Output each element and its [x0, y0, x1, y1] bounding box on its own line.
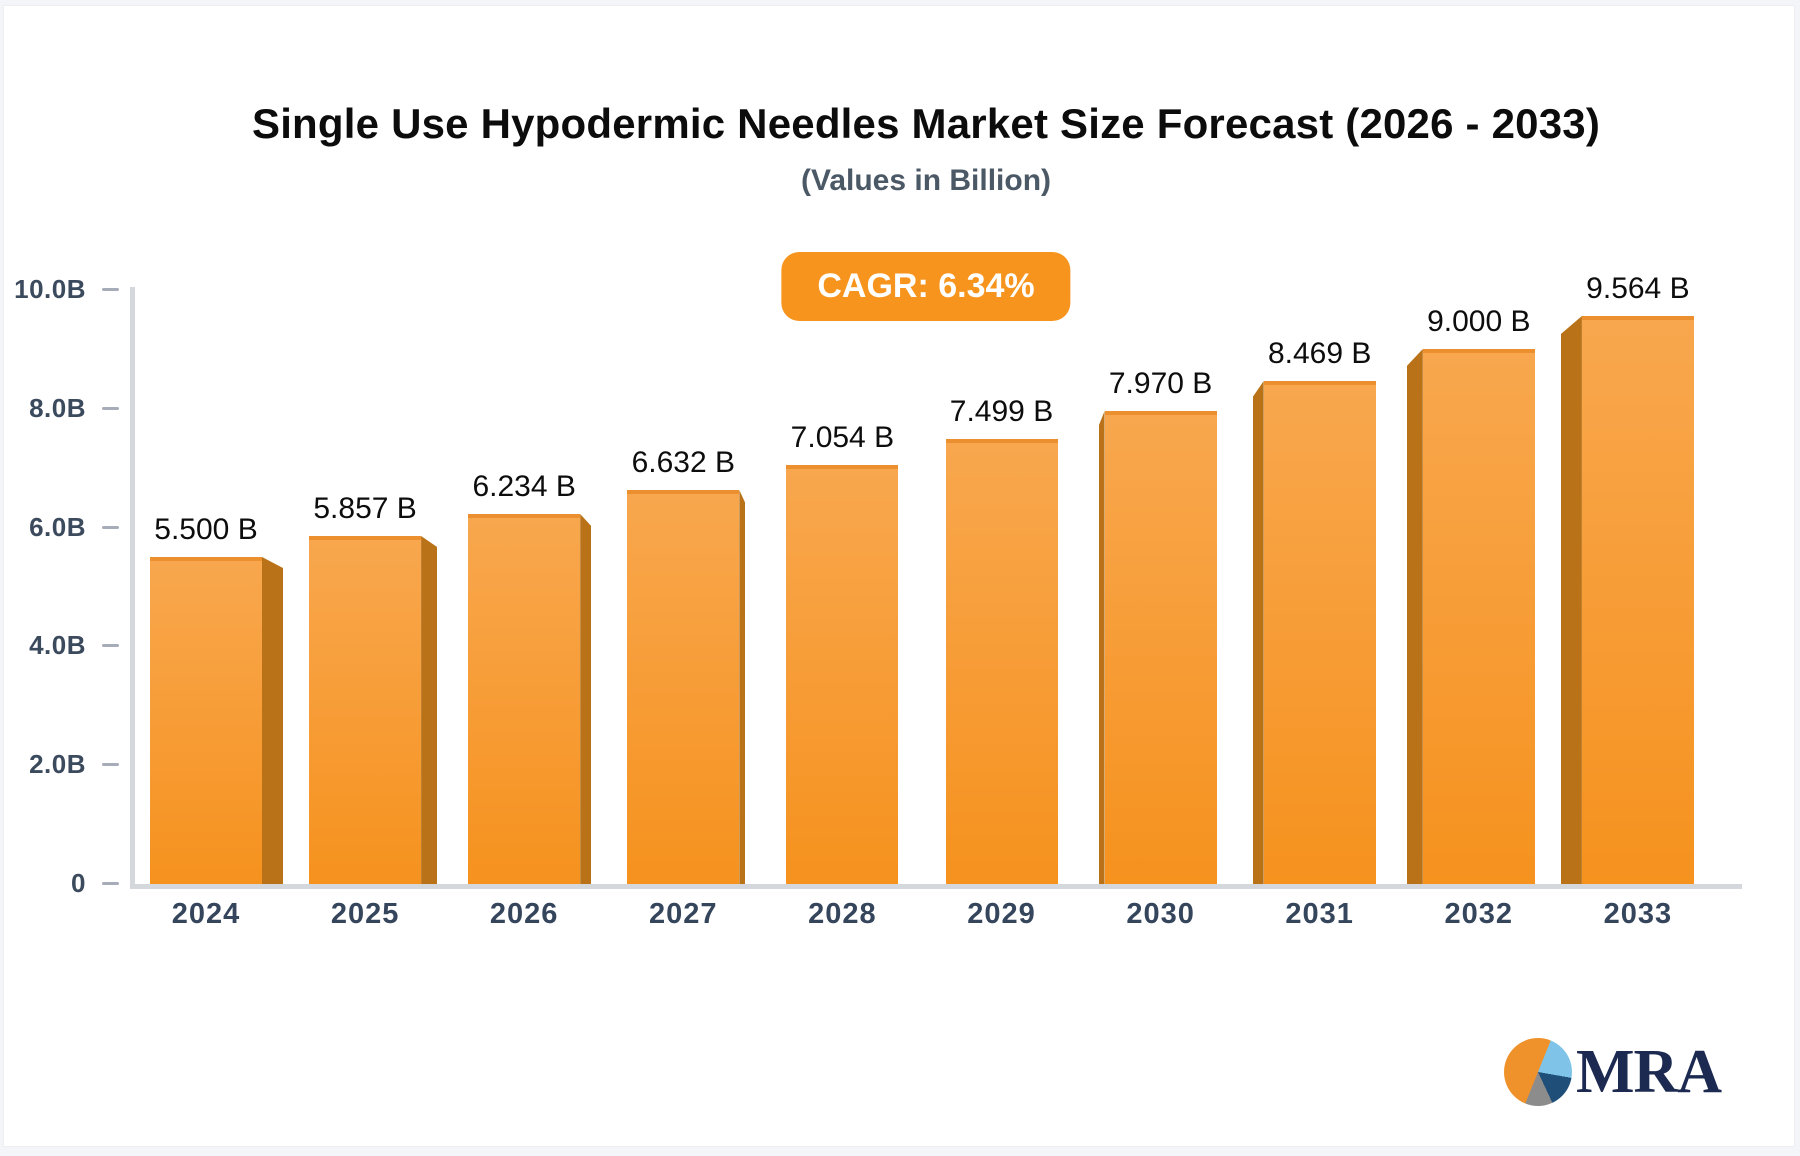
x-axis-label: 2025	[330, 898, 400, 930]
bar-side	[1406, 349, 1423, 884]
bar-side	[739, 490, 746, 884]
bar-value-label: 5.857 B	[313, 492, 417, 525]
chart-subtitle: (Values in Billion)	[800, 164, 1052, 197]
x-axis-label: 2027	[649, 898, 718, 930]
bar	[150, 557, 262, 884]
bar-value-label: 7.970 B	[1108, 367, 1213, 400]
x-axis-label: 2031	[1285, 898, 1354, 930]
x-axis-label: 2033	[1603, 898, 1673, 930]
x-axis-label: 2030	[1126, 898, 1195, 930]
bar-value-label: 7.499 B	[949, 395, 1054, 428]
x-axis-label: 2029	[967, 898, 1036, 930]
bar-value-label: 9.000 B	[1427, 305, 1531, 338]
y-axis-tick	[102, 288, 119, 291]
x-axis-baseline	[130, 884, 1742, 889]
chart-title: Single Use Hypodermic Needles Market Siz…	[251, 100, 1601, 147]
bar	[627, 490, 740, 884]
bar-value-label: 8.469 B	[1267, 337, 1372, 370]
bar-value-label: 9.564 B	[1586, 272, 1690, 305]
bar-side	[421, 536, 438, 884]
bar-side	[580, 514, 592, 884]
y-axis-tick	[102, 406, 119, 410]
bar-side	[1252, 381, 1264, 884]
y-axis-label: 0	[71, 868, 86, 898]
y-axis-tick	[102, 882, 119, 885]
y-axis-tick	[102, 644, 119, 648]
bar-side	[1098, 411, 1105, 884]
y-axis-tick	[102, 763, 119, 767]
bar-value-label: 7.054 B	[790, 421, 895, 454]
y-axis-label: 2.0B	[29, 749, 86, 780]
bar	[1581, 316, 1694, 884]
bar	[309, 536, 422, 884]
logo-text: MRA	[1576, 1038, 1722, 1106]
x-axis-label: 2032	[1444, 898, 1514, 930]
y-axis-label: 8.0B	[29, 392, 86, 423]
bar-side	[1560, 316, 1582, 884]
y-axis-tick	[102, 525, 119, 529]
x-axis-label: 2024	[171, 898, 241, 930]
bar	[1263, 381, 1376, 884]
x-axis-label: 2028	[808, 898, 877, 930]
bar	[468, 514, 581, 884]
bar-side	[262, 557, 283, 884]
mra-logo: MRA	[1504, 1038, 1722, 1106]
bar	[1104, 411, 1217, 884]
pie-chart-logo-icon	[1504, 1038, 1572, 1106]
bar	[945, 439, 1058, 884]
x-axis-label: 2026	[489, 898, 559, 930]
cagr-badge: CAGR: 6.34%	[781, 252, 1071, 321]
bar-value-label: 5.500 B	[154, 513, 258, 546]
bar-value-label: 6.234 B	[472, 470, 576, 503]
bar	[786, 465, 899, 884]
y-axis-label: 10.0B	[14, 274, 86, 304]
bar-value-label: 6.632 B	[631, 446, 735, 479]
y-axis-line	[130, 287, 135, 889]
bar	[1422, 349, 1535, 884]
y-axis-label: 6.0B	[29, 511, 86, 542]
y-axis-label: 4.0B	[29, 630, 86, 661]
